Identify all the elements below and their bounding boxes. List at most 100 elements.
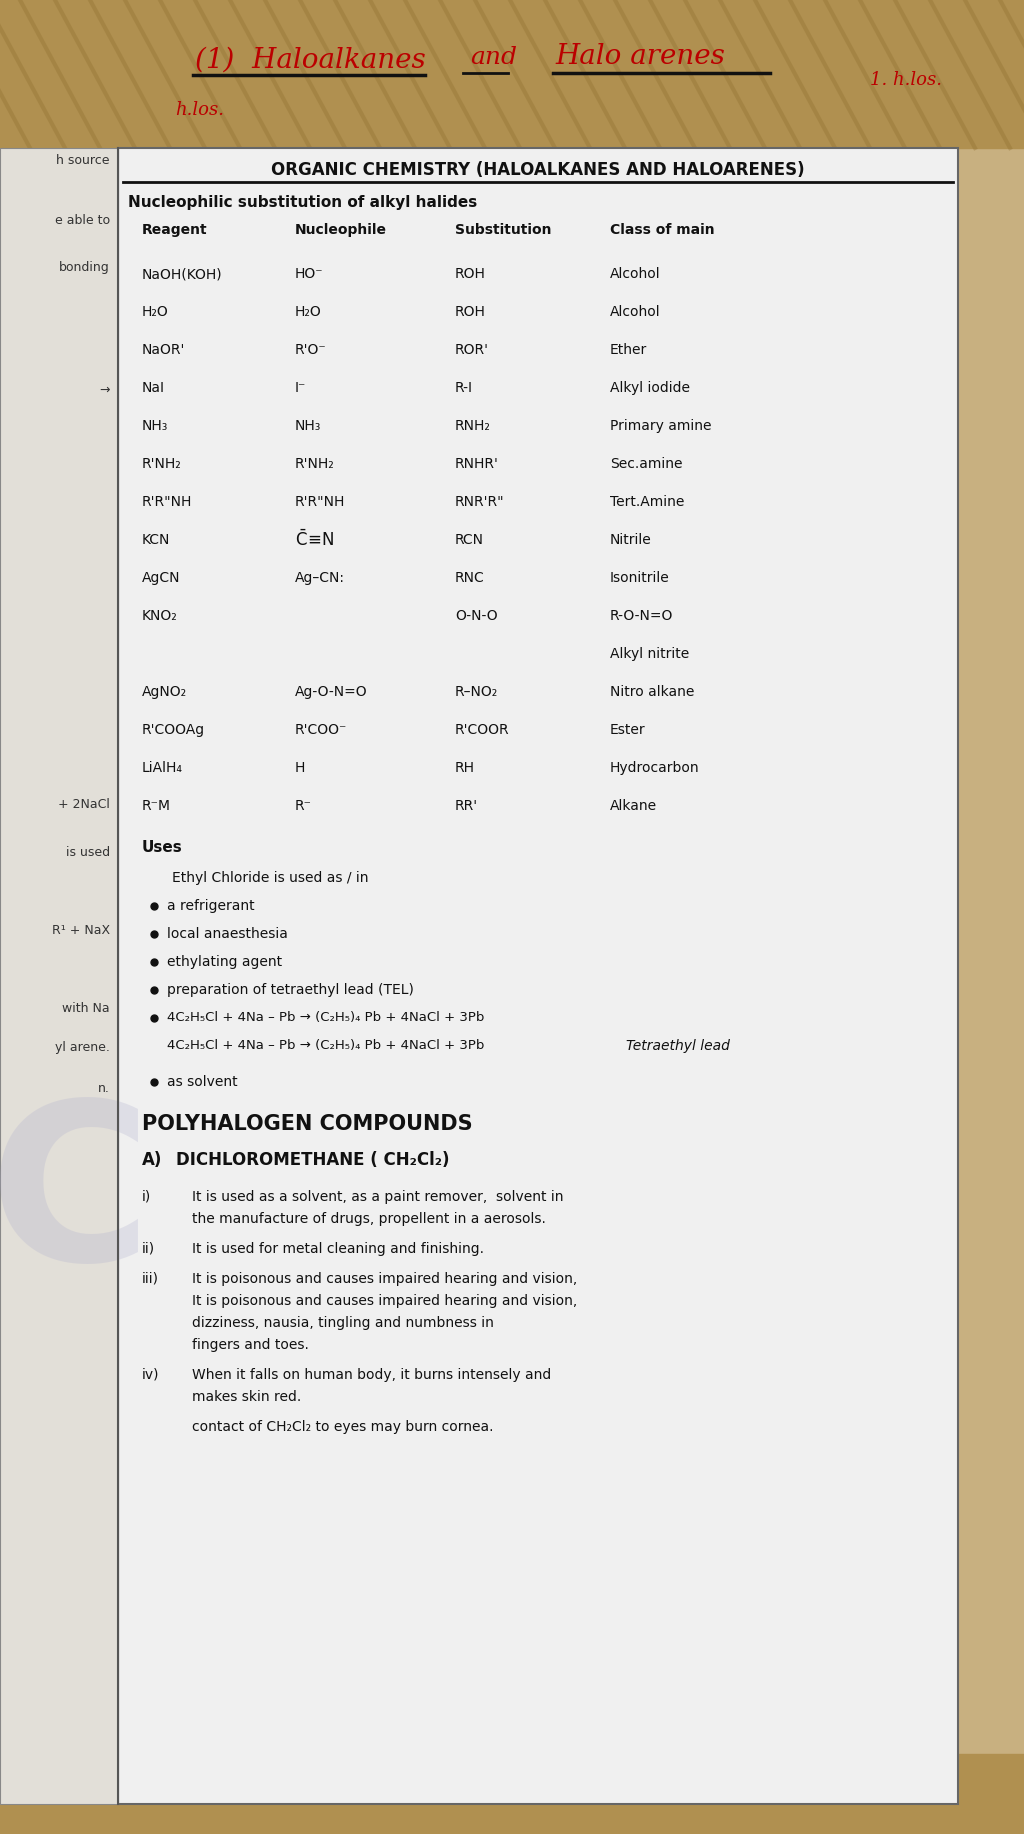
Text: H₂O: H₂O [142,304,169,319]
Text: 4C₂H₅Cl + 4Na – Pb → (C₂H₅)₄ Pb + 4NaCl + 3Pb: 4C₂H₅Cl + 4Na – Pb → (C₂H₅)₄ Pb + 4NaCl … [167,1040,484,1053]
Text: Ether: Ether [610,343,647,358]
Text: R⁻: R⁻ [295,800,312,812]
Text: R-O-N=O: R-O-N=O [610,609,674,624]
Text: HO⁻: HO⁻ [295,268,324,281]
Text: When it falls on human body, it burns intensely and: When it falls on human body, it burns in… [193,1368,551,1383]
Text: H: H [295,761,305,776]
Text: with Na: with Na [62,1001,110,1014]
Bar [0,1753,1024,1834]
Text: DICHLOROMETHANE ( CH₂Cl₂): DICHLOROMETHANE ( CH₂Cl₂) [176,1152,450,1168]
Text: as solvent: as solvent [167,1075,238,1089]
Text: NaOR': NaOR' [142,343,185,358]
Text: RH: RH [455,761,475,776]
Text: A): A) [142,1152,163,1168]
Text: iv): iv) [142,1368,160,1383]
Text: Class of main: Class of main [610,224,715,237]
Text: KNO₂: KNO₂ [142,609,178,624]
Text: RNR'R": RNR'R" [455,495,505,510]
Bar [0,149,118,1805]
Text: Ag–CN:: Ag–CN: [295,570,345,585]
Text: Hydrocarbon: Hydrocarbon [610,761,699,776]
Text: KCN: KCN [142,534,170,547]
Text: R'NH₂: R'NH₂ [295,457,335,471]
Text: POLYHALOGEN COMPOUNDS: POLYHALOGEN COMPOUNDS [142,1113,473,1133]
Text: Alcohol: Alcohol [610,268,660,281]
Text: It is poisonous and causes impaired hearing and vision,: It is poisonous and causes impaired hear… [193,1295,578,1308]
Text: + 2NaCl: + 2NaCl [58,798,110,811]
Text: iii): iii) [142,1273,159,1286]
Text: Primary amine: Primary amine [610,418,712,433]
Text: R'NH₂: R'NH₂ [142,457,181,471]
Text: Tert.Amine: Tert.Amine [610,495,684,510]
Text: h source: h source [56,154,110,167]
Text: Sec.amine: Sec.amine [610,457,683,471]
Text: yl arene.: yl arene. [55,1042,110,1055]
Text: Substitution: Substitution [455,224,552,237]
Text: ORGANIC CHEMISTRY (HALOALKANES AND HALOARENES): ORGANIC CHEMISTRY (HALOALKANES AND HALOA… [271,161,805,180]
Text: Nitrile: Nitrile [610,534,651,547]
Text: bonding: bonding [59,262,110,275]
Text: It is used as a solvent, as a paint remover,  solvent in: It is used as a solvent, as a paint remo… [193,1190,563,1203]
Text: It is used for metal cleaning and finishing.: It is used for metal cleaning and finish… [193,1242,484,1256]
Text: H₂O: H₂O [295,304,322,319]
Text: Alkyl nitrite: Alkyl nitrite [610,647,689,660]
Text: R'O⁻: R'O⁻ [295,343,327,358]
Text: Uses: Uses [142,840,182,855]
Text: 1. h.los.: 1. h.los. [870,72,942,90]
Text: Reagent: Reagent [142,224,208,237]
Text: RNHR': RNHR' [455,457,499,471]
Text: ethylating agent: ethylating agent [167,956,283,968]
Text: AgNO₂: AgNO₂ [142,686,187,699]
Text: e able to: e able to [55,213,110,227]
Text: Ester: Ester [610,723,645,737]
Text: ROH: ROH [455,304,485,319]
Text: Tetraethyl lead: Tetraethyl lead [626,1040,730,1053]
Text: Ag-O-N=O: Ag-O-N=O [295,686,368,699]
Bar [0,0,1024,149]
Text: RNC: RNC [455,570,484,585]
Text: It is poisonous and causes impaired hearing and vision,: It is poisonous and causes impaired hear… [193,1273,578,1286]
Text: R'COOAg: R'COOAg [142,723,205,737]
Text: R'COO⁻: R'COO⁻ [295,723,347,737]
Text: R¹ + NaX: R¹ + NaX [52,924,110,937]
Text: Alcohol: Alcohol [610,304,660,319]
Text: fingers and toes.: fingers and toes. [193,1339,309,1352]
Text: →: → [99,383,110,396]
Text: R-I: R-I [455,381,473,394]
Text: AgCN: AgCN [142,570,180,585]
Text: ROR': ROR' [455,343,489,358]
Text: O-N-O: O-N-O [455,609,498,624]
Text: LiAlH₄: LiAlH₄ [142,761,183,776]
Text: i): i) [142,1190,152,1203]
Text: NH₃: NH₃ [142,418,168,433]
Text: Alkane: Alkane [610,800,657,812]
Text: contact of CH₂Cl₂ to eyes may burn cornea.: contact of CH₂Cl₂ to eyes may burn corne… [193,1420,494,1434]
Text: the manufacture of drugs, propellent in a aerosols.: the manufacture of drugs, propellent in … [193,1212,546,1225]
Text: NaI: NaI [142,381,165,394]
Bar [118,149,958,1805]
Text: and: and [470,46,517,70]
Text: makes skin red.: makes skin red. [193,1390,301,1405]
Text: local anaesthesia: local anaesthesia [167,926,288,941]
Text: preparation of tetraethyl lead (TEL): preparation of tetraethyl lead (TEL) [167,983,414,998]
Text: 4C₂H₅Cl + 4Na – Pb → (C₂H₅)₄ Pb + 4NaCl + 3Pb: 4C₂H₅Cl + 4Na – Pb → (C₂H₅)₄ Pb + 4NaCl … [167,1012,484,1025]
Text: RR': RR' [455,800,478,812]
Text: RNH₂: RNH₂ [455,418,490,433]
Text: Alkyl iodide: Alkyl iodide [610,381,690,394]
Text: R⁻M: R⁻M [142,800,171,812]
Text: Nucleophilic substitution of alkyl halides: Nucleophilic substitution of alkyl halid… [128,194,477,209]
Text: h.los.: h.los. [175,101,224,119]
Text: ii): ii) [142,1242,155,1256]
Text: Halo arenes: Halo arenes [555,42,725,70]
Text: Ethyl Chloride is used as / in: Ethyl Chloride is used as / in [172,871,369,886]
Text: $\bar{\mathrm{C}}\!\equiv\!\mathrm{N}$: $\bar{\mathrm{C}}\!\equiv\!\mathrm{N}$ [295,530,335,550]
Text: Nucleophile: Nucleophile [295,224,387,237]
Text: R'COOR: R'COOR [455,723,510,737]
Text: R'R"NH: R'R"NH [142,495,193,510]
Text: (1)  Haloalkanes: (1) Haloalkanes [195,46,426,73]
Text: R'R"NH: R'R"NH [295,495,345,510]
Text: is used: is used [66,845,110,858]
Text: R–NO₂: R–NO₂ [455,686,499,699]
Text: RCN: RCN [455,534,484,547]
Text: dizziness, nausia, tingling and numbness in: dizziness, nausia, tingling and numbness… [193,1317,494,1330]
